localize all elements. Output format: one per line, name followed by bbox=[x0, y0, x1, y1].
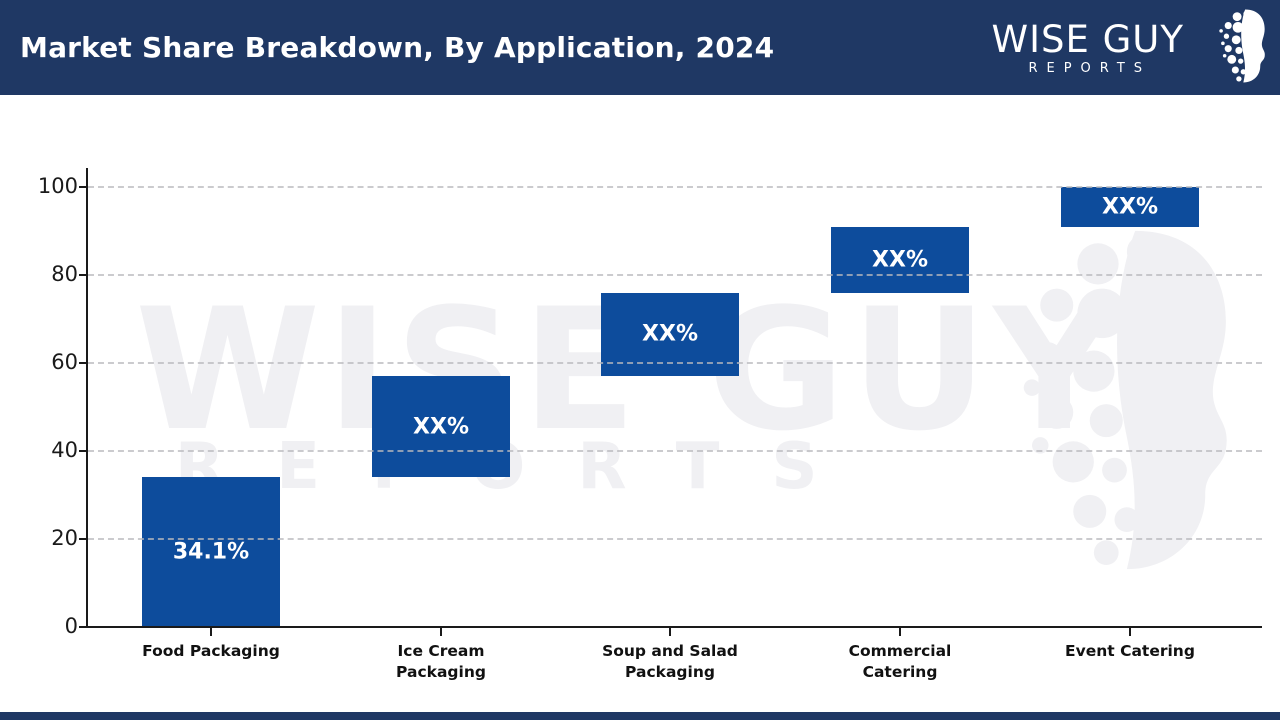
page-title: Market Share Breakdown, By Application, … bbox=[20, 31, 775, 64]
y-axis-tick-label: 60 bbox=[51, 350, 78, 374]
gridline-80 bbox=[88, 274, 1262, 276]
x-axis-tick-mark bbox=[669, 628, 671, 636]
waterfall-bar-segment bbox=[1061, 187, 1199, 227]
watermark-head-icon bbox=[900, 160, 1230, 644]
gridline-100 bbox=[88, 186, 1262, 188]
header-band: Market Share Breakdown, By Application, … bbox=[0, 0, 1280, 95]
bar-value-label: XX% bbox=[413, 414, 469, 440]
y-axis-line bbox=[86, 168, 88, 628]
x-axis-tick-mark bbox=[1129, 628, 1131, 636]
x-axis-category-label-line: Food Packaging bbox=[142, 642, 280, 660]
x-axis-tick-mark bbox=[440, 628, 442, 636]
gridline-60 bbox=[88, 362, 1262, 364]
waterfall-bar-segment bbox=[142, 476, 280, 627]
bar-value-label: XX% bbox=[642, 321, 698, 347]
x-axis-category-label-line: Ice Cream bbox=[397, 642, 485, 660]
y-axis-tick-mark bbox=[79, 186, 87, 188]
x-axis-category-label-line: Catering bbox=[862, 662, 938, 681]
x-axis-line bbox=[86, 626, 1262, 628]
x-axis-category-label: Event Catering bbox=[1015, 641, 1245, 662]
y-axis-tick-label: 20 bbox=[51, 526, 78, 550]
y-axis-tick-label: 0 bbox=[64, 614, 78, 638]
brand-subtitle: REPORTS bbox=[1028, 60, 1152, 76]
gridline-40 bbox=[88, 450, 1262, 452]
gridline-20 bbox=[88, 538, 1262, 540]
brand-logo: WISE GUY REPORTS bbox=[992, 6, 1280, 90]
x-axis-category-label-line: Event Catering bbox=[1065, 642, 1195, 660]
y-axis-tick-mark bbox=[79, 362, 87, 364]
y-axis-tick-mark bbox=[79, 538, 87, 540]
bar-value-label: XX% bbox=[1102, 194, 1158, 220]
x-axis-category-label-line: Packaging bbox=[625, 662, 715, 681]
x-axis-category-label-line: Soup and Salad bbox=[602, 642, 738, 660]
brand-name: WISE GUY bbox=[991, 17, 1184, 61]
y-axis-tick-label: 100 bbox=[37, 174, 78, 198]
brand-logo-text: WISE GUY REPORTS bbox=[992, 21, 1184, 75]
x-axis-category-label-line: Packaging bbox=[396, 662, 486, 681]
y-axis-tick-mark bbox=[79, 274, 87, 276]
x-axis-category-label-line: Commercial bbox=[848, 642, 952, 660]
x-axis-category-label: Food Packaging bbox=[96, 641, 326, 662]
y-axis-tick-mark bbox=[79, 450, 87, 452]
y-axis-tick-label: 40 bbox=[51, 438, 78, 462]
y-axis-tick-mark bbox=[79, 626, 87, 628]
x-axis-tick-mark bbox=[210, 628, 212, 636]
x-axis-category-label: Commercial Catering bbox=[785, 641, 1015, 683]
bar-value-label: XX% bbox=[872, 247, 928, 273]
x-axis-tick-mark bbox=[899, 628, 901, 636]
x-axis-category-label: Ice Cream Packaging bbox=[326, 641, 556, 683]
footer-band bbox=[0, 712, 1280, 720]
waterfall-bar-segment bbox=[831, 226, 969, 293]
x-axis-category-label: Soup and Salad Packaging bbox=[555, 641, 785, 683]
y-axis-tick-label: 80 bbox=[51, 262, 78, 286]
waterfall-bar-segment bbox=[372, 376, 510, 477]
dotted-head-logo-icon bbox=[1194, 6, 1266, 90]
bar-value-label: 34.1% bbox=[172, 539, 250, 565]
